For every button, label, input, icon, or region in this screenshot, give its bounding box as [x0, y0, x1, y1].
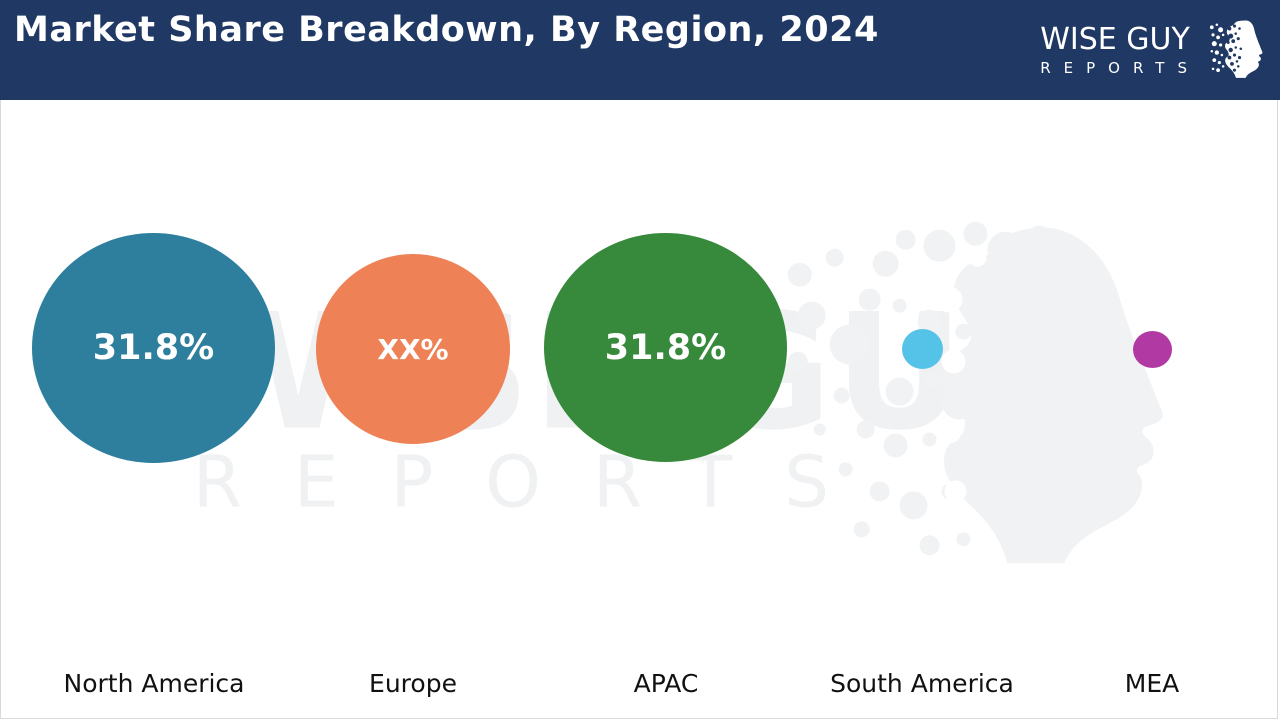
bubble-south-america: [902, 329, 943, 369]
brand-logo-text: WISE GUY REPORTS: [1040, 21, 1200, 77]
chart-area: WISE GUY REPORTS 31.8%: [0, 100, 1278, 719]
category-label-south-america: South America: [830, 669, 1014, 698]
category-label-europe: Europe: [369, 669, 457, 698]
category-label-north-america: North America: [63, 669, 245, 698]
wise-guy-head-icon: [1209, 20, 1263, 78]
bubble-apac: 31.8%: [544, 233, 787, 462]
page-title: Market Share Breakdown, By Region, 2024: [14, 10, 879, 50]
bubble-europe: XX%: [316, 254, 510, 444]
brand-name: WISE GUY: [1040, 21, 1190, 57]
bubble-value-label-apac: 31.8%: [604, 327, 727, 368]
watermark-dots: [787, 221, 1054, 556]
brand-logo: WISE GUY REPORTS: [1040, 6, 1266, 94]
brand-subtitle: REPORTS: [1040, 58, 1200, 77]
watermark-reports: REPORTS: [193, 440, 881, 523]
bubble-value-label-north-america: 31.8%: [92, 328, 215, 368]
bubble-north-america: 31.8%: [32, 233, 275, 463]
category-label-mea: MEA: [1124, 669, 1180, 698]
watermark-head: [942, 227, 1163, 564]
bubble-value-label-europe: XX%: [377, 332, 449, 366]
category-label-apac: APAC: [633, 669, 699, 698]
bubble-mea: [1133, 331, 1172, 368]
header-bar: Market Share Breakdown, By Region, 2024 …: [0, 0, 1280, 100]
